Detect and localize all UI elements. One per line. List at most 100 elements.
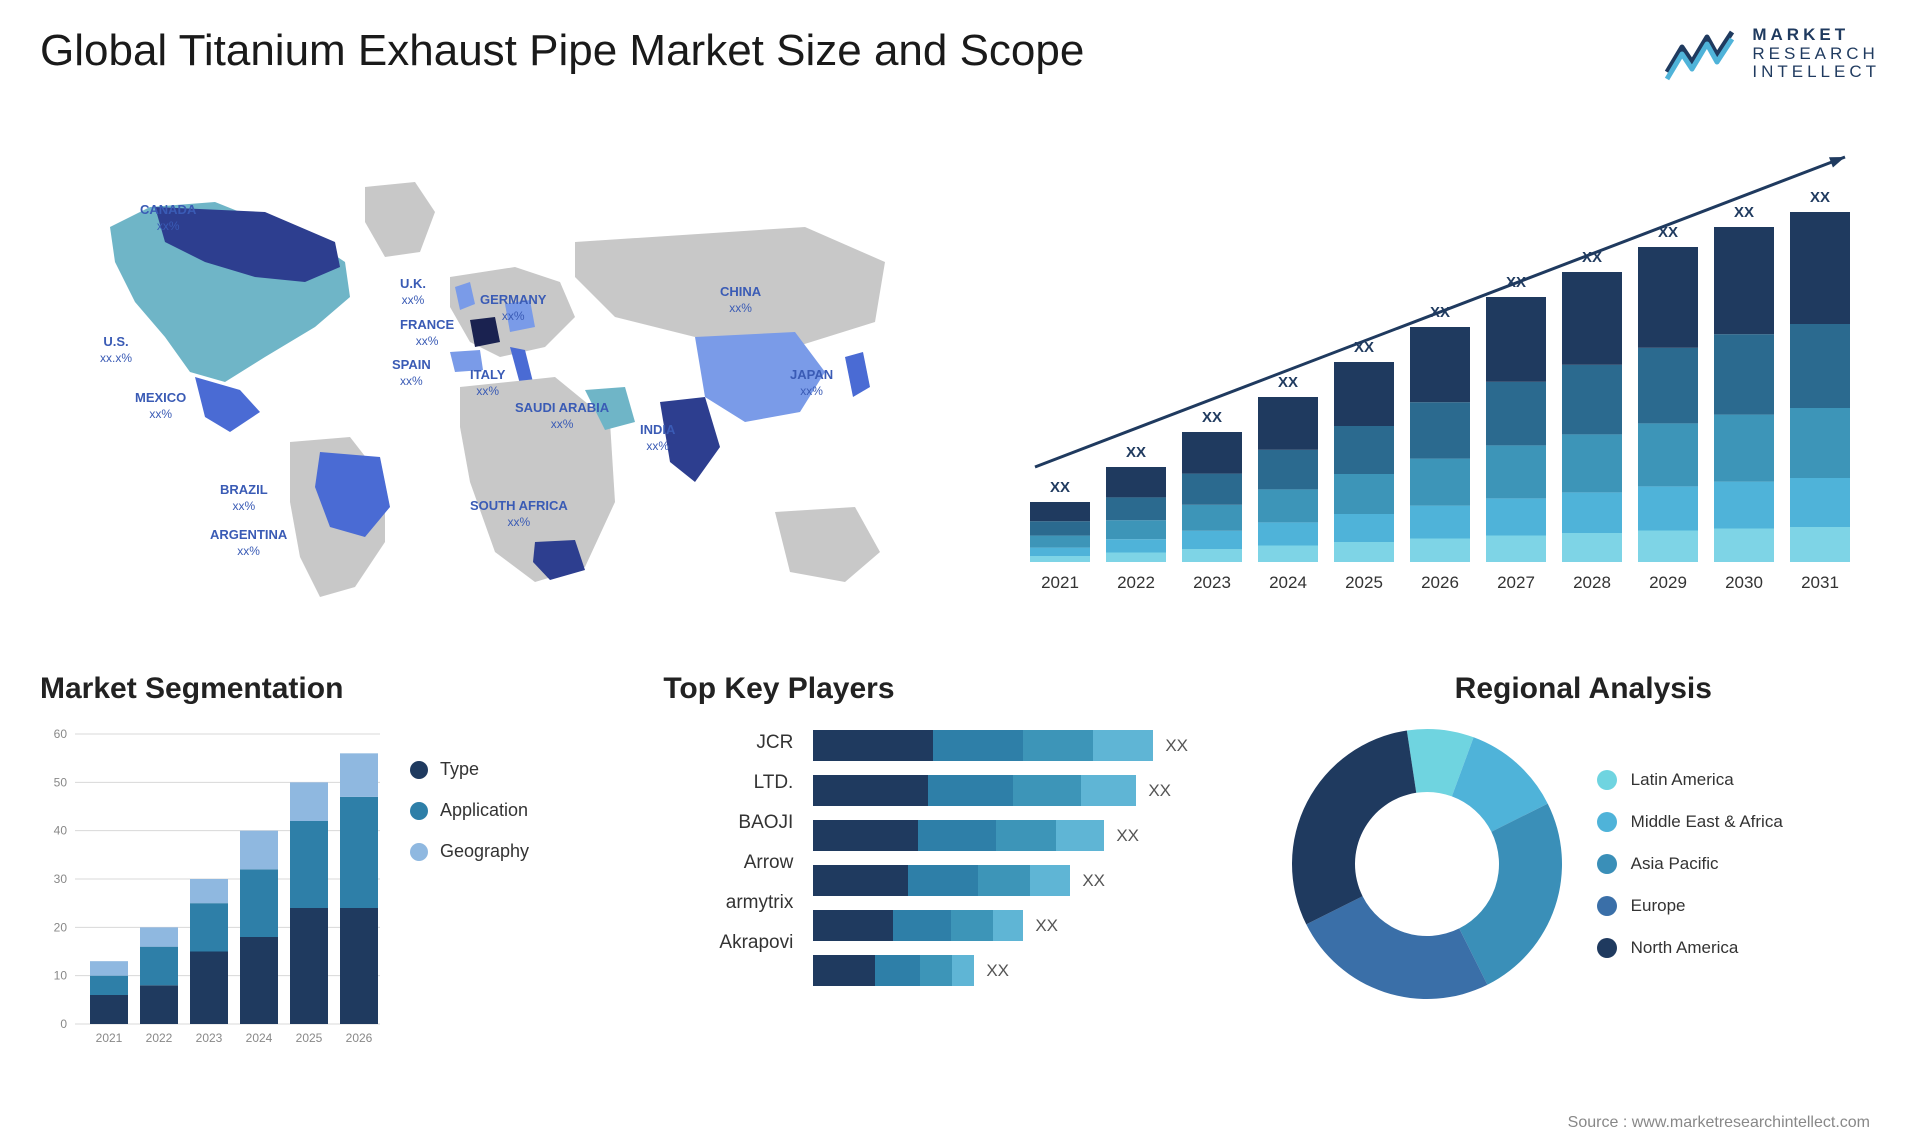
svg-text:60: 60 [54, 727, 68, 741]
players-bars: XXXXXXXXXXXX [813, 724, 1188, 986]
player-bar-segment [813, 730, 933, 761]
player-bar-row: XX [813, 730, 1188, 761]
svg-text:2026: 2026 [346, 1031, 373, 1045]
regional-legend-label: Asia Pacific [1631, 854, 1719, 874]
player-name: Akrapovi [663, 932, 793, 954]
map-label: SPAINxx% [392, 357, 431, 388]
svg-text:40: 40 [54, 824, 68, 838]
svg-text:10: 10 [54, 969, 68, 983]
map-label: INDIAxx% [640, 422, 675, 453]
player-bar-segment [813, 775, 928, 806]
player-bar-segment [908, 865, 978, 896]
map-label: ARGENTINAxx% [210, 527, 287, 558]
map-label: ITALYxx% [470, 367, 505, 398]
world-map-panel: CANADAxx% U.S.xx.x%MEXICOxx% BRAZILxx% ARGE… [40, 112, 970, 632]
map-label: CANADAxx% [140, 202, 196, 233]
regional-donut-wrap [1287, 724, 1567, 1004]
player-bar-segment [928, 775, 1013, 806]
player-bar-segment [1081, 775, 1136, 806]
segmentation-legend-item: Application [410, 800, 529, 821]
player-bar [813, 820, 1104, 851]
player-bar [813, 910, 1023, 941]
player-value: XX [1116, 826, 1139, 846]
svg-text:2021: 2021 [1041, 573, 1079, 592]
regional-donut-svg [1287, 724, 1567, 1004]
legend-dot-icon [1597, 854, 1617, 874]
growth-chart-panel: XXXXXXXXXXXXXXXXXXXXXX 20212022202320242… [1010, 112, 1880, 632]
logo-line2: RESEARCH [1752, 45, 1880, 64]
legend-dot-icon [1597, 896, 1617, 916]
svg-text:XX: XX [1810, 189, 1830, 206]
svg-text:2021: 2021 [96, 1031, 123, 1045]
regional-legend-item: Latin America [1597, 770, 1783, 790]
player-bar [813, 730, 1153, 761]
svg-text:2028: 2028 [1573, 573, 1611, 592]
player-bar-segment [1056, 820, 1104, 851]
logo-line3: INTELLECT [1752, 63, 1880, 82]
svg-text:2030: 2030 [1725, 573, 1763, 592]
player-bar-row: XX [813, 820, 1188, 851]
player-bar-segment [993, 910, 1023, 941]
key-players-title: Top Key Players [663, 672, 1256, 706]
brand-logo: MARKET RESEARCH INTELLECT [1662, 26, 1880, 82]
player-value: XX [1148, 781, 1171, 801]
player-value: XX [1082, 871, 1105, 891]
map-label: MEXICOxx% [135, 390, 186, 421]
svg-text:XX: XX [1050, 479, 1070, 496]
map-label: U.S.xx.x% [100, 334, 132, 365]
svg-text:50: 50 [54, 775, 68, 789]
legend-dot-icon [410, 843, 428, 861]
regional-panel: Regional Analysis Latin AmericaMiddle Ea… [1287, 672, 1880, 1072]
svg-text:2029: 2029 [1649, 573, 1687, 592]
key-players-panel: Top Key Players JCRLTD.BAOJIArrowarmytri… [663, 672, 1256, 1072]
player-bar-row: XX [813, 910, 1188, 941]
svg-text:XX: XX [1278, 374, 1298, 391]
player-name: JCR [663, 732, 793, 754]
svg-text:2027: 2027 [1497, 573, 1535, 592]
map-label: FRANCExx% [400, 317, 454, 348]
svg-text:2024: 2024 [246, 1031, 273, 1045]
player-bar [813, 955, 974, 986]
player-name: Arrow [663, 852, 793, 874]
map-label: SOUTH AFRICAxx% [470, 498, 568, 529]
player-bar-segment [813, 955, 875, 986]
map-label: GERMANYxx% [480, 292, 546, 323]
svg-text:2024: 2024 [1269, 573, 1307, 592]
player-bar-segment [813, 865, 908, 896]
player-bar-segment [1023, 730, 1093, 761]
regional-legend-item: Europe [1597, 896, 1783, 916]
regional-legend-label: North America [1631, 938, 1739, 958]
player-name: armytrix [663, 892, 793, 914]
svg-text:2023: 2023 [1193, 573, 1231, 592]
players-names: JCRLTD.BAOJIArrowarmytrixAkrapovi [663, 724, 793, 986]
legend-dot-icon [1597, 812, 1617, 832]
map-label: BRAZILxx% [220, 482, 268, 513]
svg-text:2022: 2022 [146, 1031, 173, 1045]
player-bar-segment [918, 820, 996, 851]
player-bar-segment [1093, 730, 1153, 761]
player-bar-segment [920, 955, 952, 986]
player-name: BAOJI [663, 812, 793, 834]
map-label: U.K.xx% [400, 276, 426, 307]
legend-dot-icon [1597, 938, 1617, 958]
player-bar-row: XX [813, 775, 1188, 806]
player-bar-segment [952, 955, 974, 986]
svg-text:XX: XX [1202, 409, 1222, 426]
source-text: Source : www.marketresearchintellect.com [1568, 1114, 1870, 1132]
logo-icon [1662, 27, 1742, 82]
svg-text:0: 0 [60, 1017, 67, 1031]
regional-legend-label: Middle East & Africa [1631, 812, 1783, 832]
segmentation-legend-item: Type [410, 759, 529, 780]
svg-text:2025: 2025 [296, 1031, 323, 1045]
player-bar [813, 865, 1070, 896]
regional-legend-label: Latin America [1631, 770, 1734, 790]
segmentation-panel: Market Segmentation 01020304050602021202… [40, 672, 633, 1072]
segmentation-legend: TypeApplicationGeography [410, 724, 529, 1054]
player-bar [813, 775, 1136, 806]
player-bar-segment [951, 910, 993, 941]
svg-text:2023: 2023 [196, 1031, 223, 1045]
segmentation-legend-label: Application [440, 800, 528, 821]
segmentation-chart-svg: 0102030405060202120222023202420252026 [40, 724, 390, 1054]
player-bar-segment [813, 910, 893, 941]
regional-legend-item: North America [1597, 938, 1783, 958]
